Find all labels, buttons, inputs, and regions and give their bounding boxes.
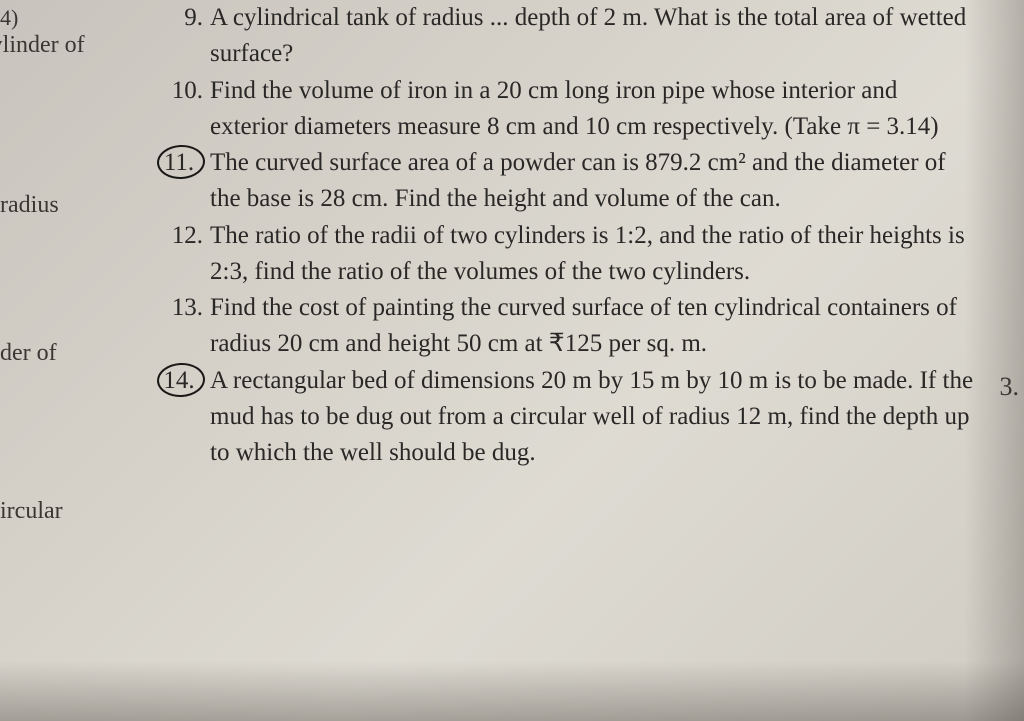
q11-number: 11. (155, 145, 203, 181)
q11-text: The curved surface area of a powder can … (210, 145, 975, 218)
question-14: 14. A rectangular bed of dimensions 20 m… (155, 363, 975, 472)
q13-number: 13. (155, 290, 203, 326)
margin-ircular: ircular (0, 498, 63, 525)
page-container: 4) cylinder of radius der of ircular 3. … (0, 0, 1024, 721)
q14-text: A rectangular bed of dimensions 20 m by … (210, 363, 975, 472)
question-13: 13. Find the cost of painting the curved… (155, 290, 975, 363)
left-margin: 4) cylinder of radius der of ircular (0, 0, 140, 721)
q10-number: 10. (155, 73, 203, 109)
q10-text: Find the volume of iron in a 20 cm long … (210, 73, 975, 146)
q9-text: A cylindrical tank of radius ... depth o… (210, 0, 975, 73)
question-10: 10. Find the volume of iron in a 20 cm l… (155, 73, 975, 146)
question-9: 9. A cylindrical tank of radius ... dept… (155, 0, 975, 73)
q14-number: 14. (155, 363, 203, 399)
question-11: 11. The curved surface area of a powder … (155, 145, 975, 218)
margin-der: der of (0, 340, 57, 367)
shadow-bottom (0, 661, 1024, 721)
margin-cylinder: cylinder of (0, 32, 85, 59)
margin-radius: radius (0, 192, 59, 219)
q9-number: 9. (155, 0, 203, 36)
margin-item-4: 4) (0, 5, 18, 31)
questions-area: 9. A cylindrical tank of radius ... dept… (155, 0, 975, 471)
q13-text: Find the cost of painting the curved sur… (210, 290, 975, 363)
q12-number: 12. (155, 218, 203, 254)
q12-text: The ratio of the radii of two cylinders … (210, 218, 975, 291)
question-12: 12. The ratio of the radii of two cylind… (155, 218, 975, 291)
right-margin: 3. (1000, 372, 1020, 402)
